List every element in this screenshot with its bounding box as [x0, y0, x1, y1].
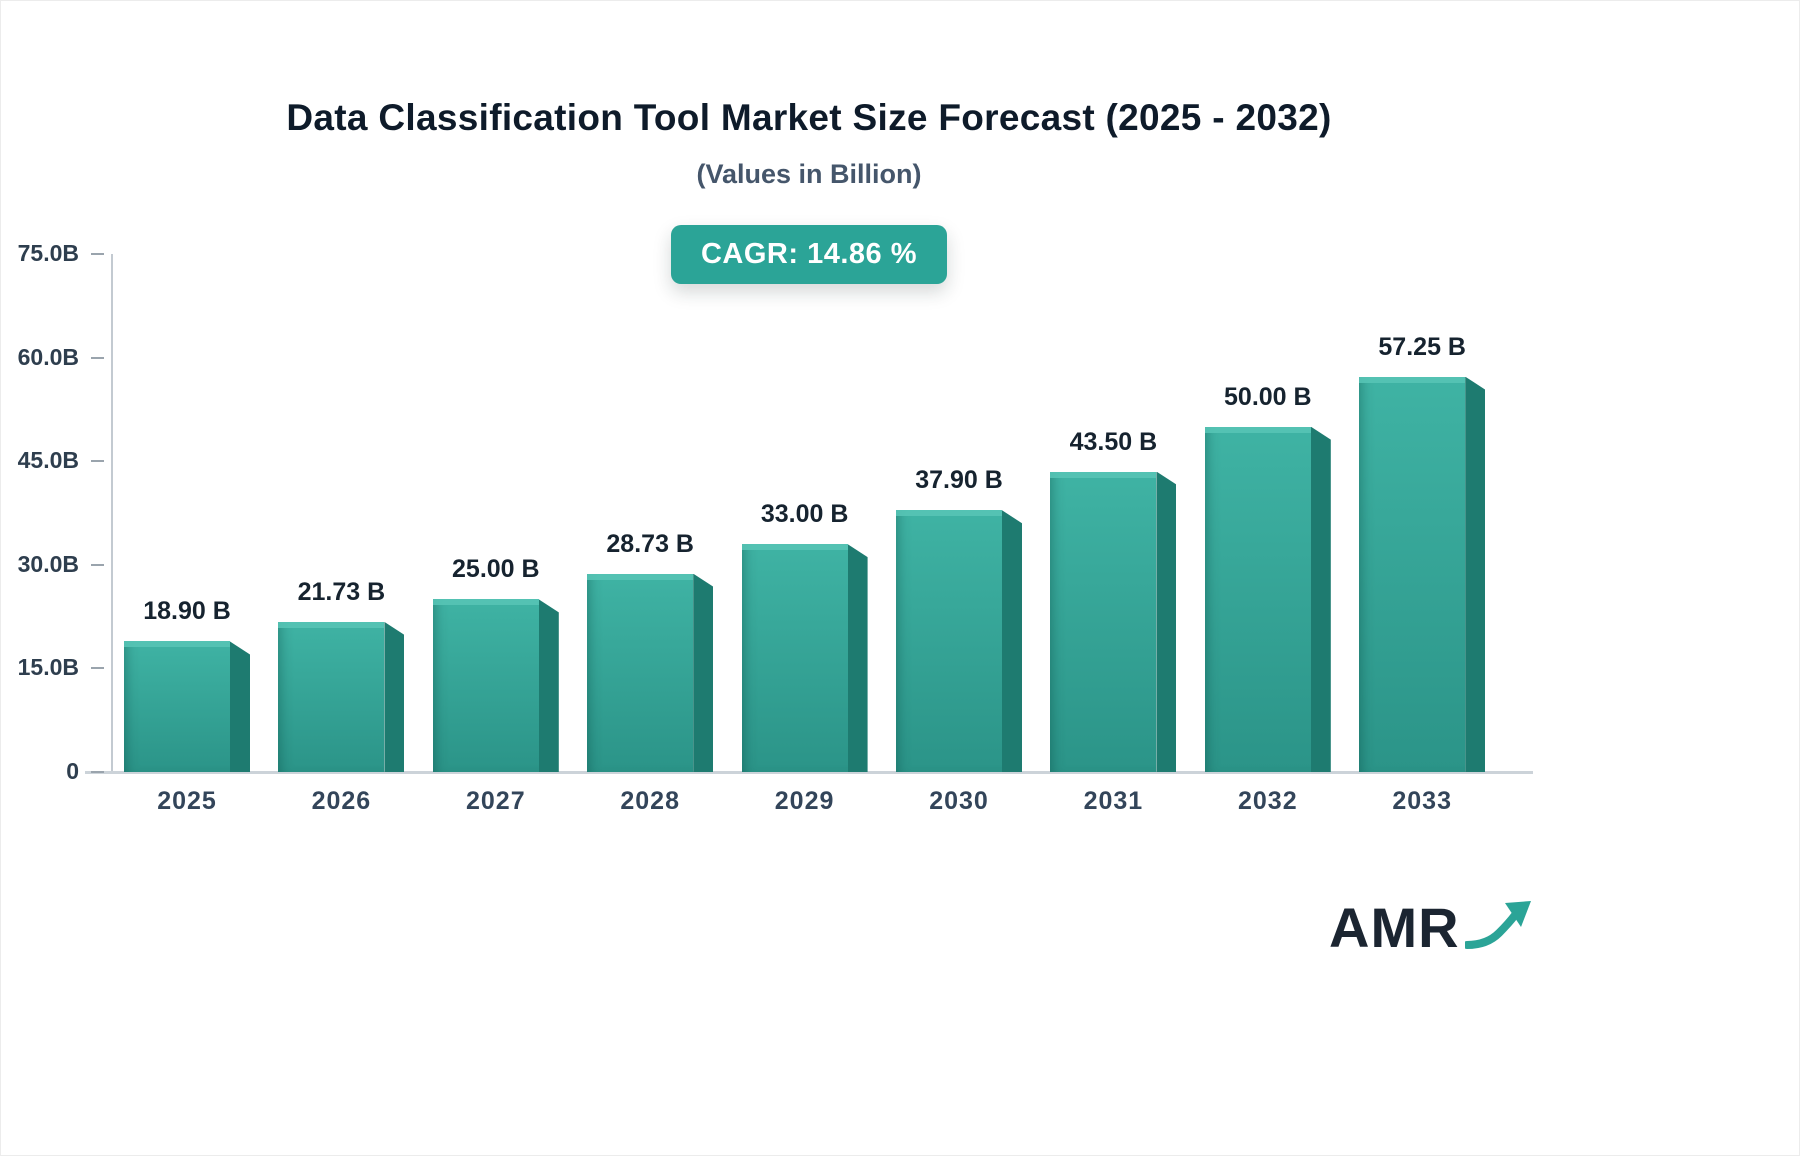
cagr-badge: CAGR: 14.86 % [670, 225, 948, 284]
bar-side [230, 641, 250, 772]
bar-2033 [1359, 376, 1486, 772]
bar-face [1204, 426, 1311, 772]
y-axis-tick [91, 563, 104, 566]
amr-logo-text: AMR [1329, 896, 1460, 959]
bar-side [538, 599, 559, 772]
y-axis-label: 45.0B [17, 447, 79, 474]
bar-2029 [741, 544, 868, 772]
bar-face [741, 544, 848, 772]
x-axis-label: 2033 [1392, 787, 1452, 815]
x-axis-label: 2029 [774, 787, 835, 815]
bar-value-label: 25.00 B [452, 555, 540, 584]
bar-face [278, 621, 385, 772]
bar-face [1050, 471, 1157, 772]
chart-subtitle: (Values in Billion) [696, 159, 922, 189]
x-axis-label: 2027 [465, 787, 526, 815]
bar-value-label: 57.25 B [1378, 332, 1466, 361]
y-axis-label: 15.0B [17, 654, 79, 681]
bar-value-label: 18.90 B [143, 597, 231, 626]
bar-2028 [587, 573, 714, 772]
x-axis-label: 2026 [311, 787, 372, 815]
bar-side [1002, 510, 1022, 772]
bar-face [896, 510, 1002, 772]
growth-arrow-icon [1465, 901, 1531, 949]
chart-title: Data Classification Tool Market Size For… [286, 97, 1332, 138]
y-axis-tick [91, 253, 104, 255]
bar-value-label: 28.73 B [606, 529, 694, 558]
x-axis-label: 2030 [929, 787, 989, 815]
bar-2032 [1204, 426, 1331, 772]
bar-face [432, 599, 539, 772]
bar-side [1310, 426, 1331, 772]
bar-2027 [432, 599, 559, 772]
y-axis-line [111, 254, 113, 772]
bar-value-label: 50.00 B [1224, 382, 1312, 411]
x-axis-label: 2031 [1083, 787, 1144, 815]
x-axis-baseline [85, 771, 1533, 774]
bar-2025 [124, 641, 250, 772]
bar-side [1156, 471, 1177, 772]
bar-face [1359, 376, 1466, 772]
bar-face [124, 641, 230, 772]
x-axis-label: 2025 [157, 787, 217, 815]
bar-2026 [278, 621, 405, 772]
x-axis-label: 2028 [620, 787, 680, 815]
bar-2031 [1050, 471, 1177, 772]
y-axis-label: 30.0B [17, 550, 79, 577]
y-axis-tick [91, 667, 104, 670]
bar-side [1465, 376, 1486, 772]
bar-value-label: 33.00 B [760, 500, 849, 529]
bar-value-label: 21.73 B [297, 577, 386, 606]
y-axis-label: 60.0B [17, 343, 79, 370]
bar-side [847, 544, 868, 772]
bar-side [384, 621, 405, 772]
bar-face [587, 573, 694, 772]
chart-header: Data Classification Tool Market Size For… [1, 1, 1617, 190]
bar-2030 [896, 510, 1022, 772]
bar-side [693, 573, 714, 772]
y-axis-tick [91, 460, 104, 463]
y-axis-tick [91, 356, 104, 359]
amr-logo: AMR [1329, 889, 1539, 973]
y-axis-label: 75.0B [17, 240, 79, 266]
y-axis-label: 0 [66, 758, 79, 784]
y-axis-tick [91, 771, 104, 773]
bar-value-label: 43.50 B [1069, 427, 1158, 456]
x-axis-label: 2032 [1237, 787, 1298, 815]
bar-value-label: 37.90 B [915, 466, 1003, 495]
